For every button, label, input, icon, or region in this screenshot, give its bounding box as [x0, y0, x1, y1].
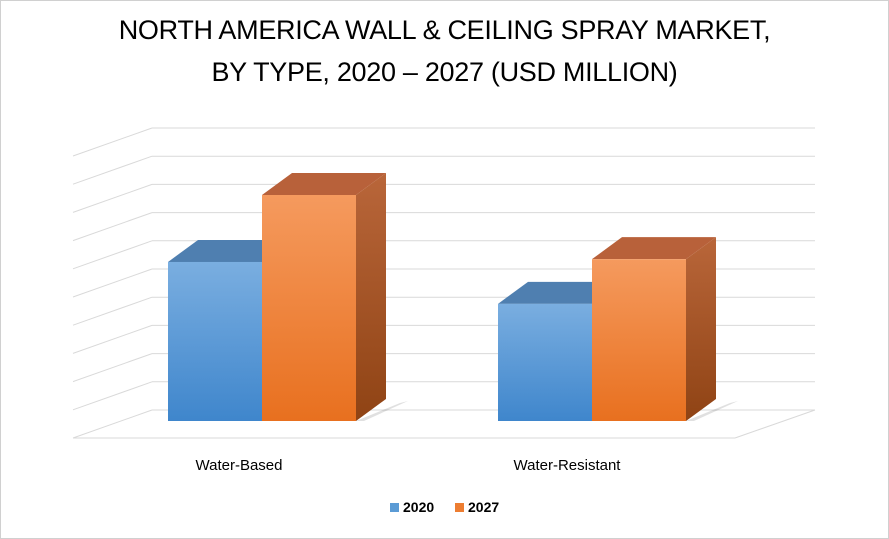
- bar-top-face: [168, 239, 292, 262]
- category-label-water-resistant: Water-Resistant: [514, 457, 622, 474]
- gridline-side: [72, 240, 153, 270]
- gridline-side: [72, 155, 153, 185]
- bar-top-face: [262, 173, 386, 195]
- gridline-side: [72, 212, 153, 242]
- bar-front-face: [262, 195, 356, 421]
- bars-layer: [168, 173, 738, 421]
- gridline-side: [72, 127, 153, 157]
- bar-side-face: [356, 173, 386, 421]
- chart-title-line-1: NORTH AMERICA WALL & CEILING SPRAY MARKE…: [118, 15, 771, 45]
- legend-label-2027: 2027: [468, 499, 499, 515]
- bar-front-face: [168, 261, 262, 421]
- category-labels: Water-Based Water-Resistant: [196, 457, 622, 474]
- gridline-side: [72, 353, 153, 383]
- chart-title: NORTH AMERICA WALL & CEILING SPRAY MARKE…: [1, 9, 888, 93]
- category-label-water-based: Water-Based: [196, 457, 283, 474]
- legend-swatch-2020: [390, 503, 399, 512]
- bar-shadow: [356, 401, 408, 421]
- gridline-side: [72, 324, 153, 354]
- chart-title-line-2: BY TYPE, 2020 – 2027 (USD MILLION): [211, 57, 678, 87]
- gridline-side: [72, 296, 153, 326]
- bar-water-based-2027: [262, 173, 408, 421]
- legend-label-2020: 2020: [403, 499, 434, 515]
- gridline-side: [72, 409, 153, 439]
- bar-water-resistant-2027: [592, 237, 738, 421]
- gridline-side: [72, 183, 153, 213]
- bar-front-face: [498, 303, 592, 421]
- legend: 2020 2027: [390, 499, 499, 515]
- bar-side-face: [686, 237, 716, 421]
- bar-shadow: [686, 401, 738, 421]
- bar-front-face: [592, 259, 686, 421]
- bar-top-face: [592, 237, 716, 260]
- gridline-side: [72, 268, 153, 298]
- bar-top-face: [498, 281, 622, 304]
- legend-swatch-2027: [455, 503, 464, 512]
- floor-right-edge: [734, 409, 816, 439]
- gridline-side: [72, 381, 153, 411]
